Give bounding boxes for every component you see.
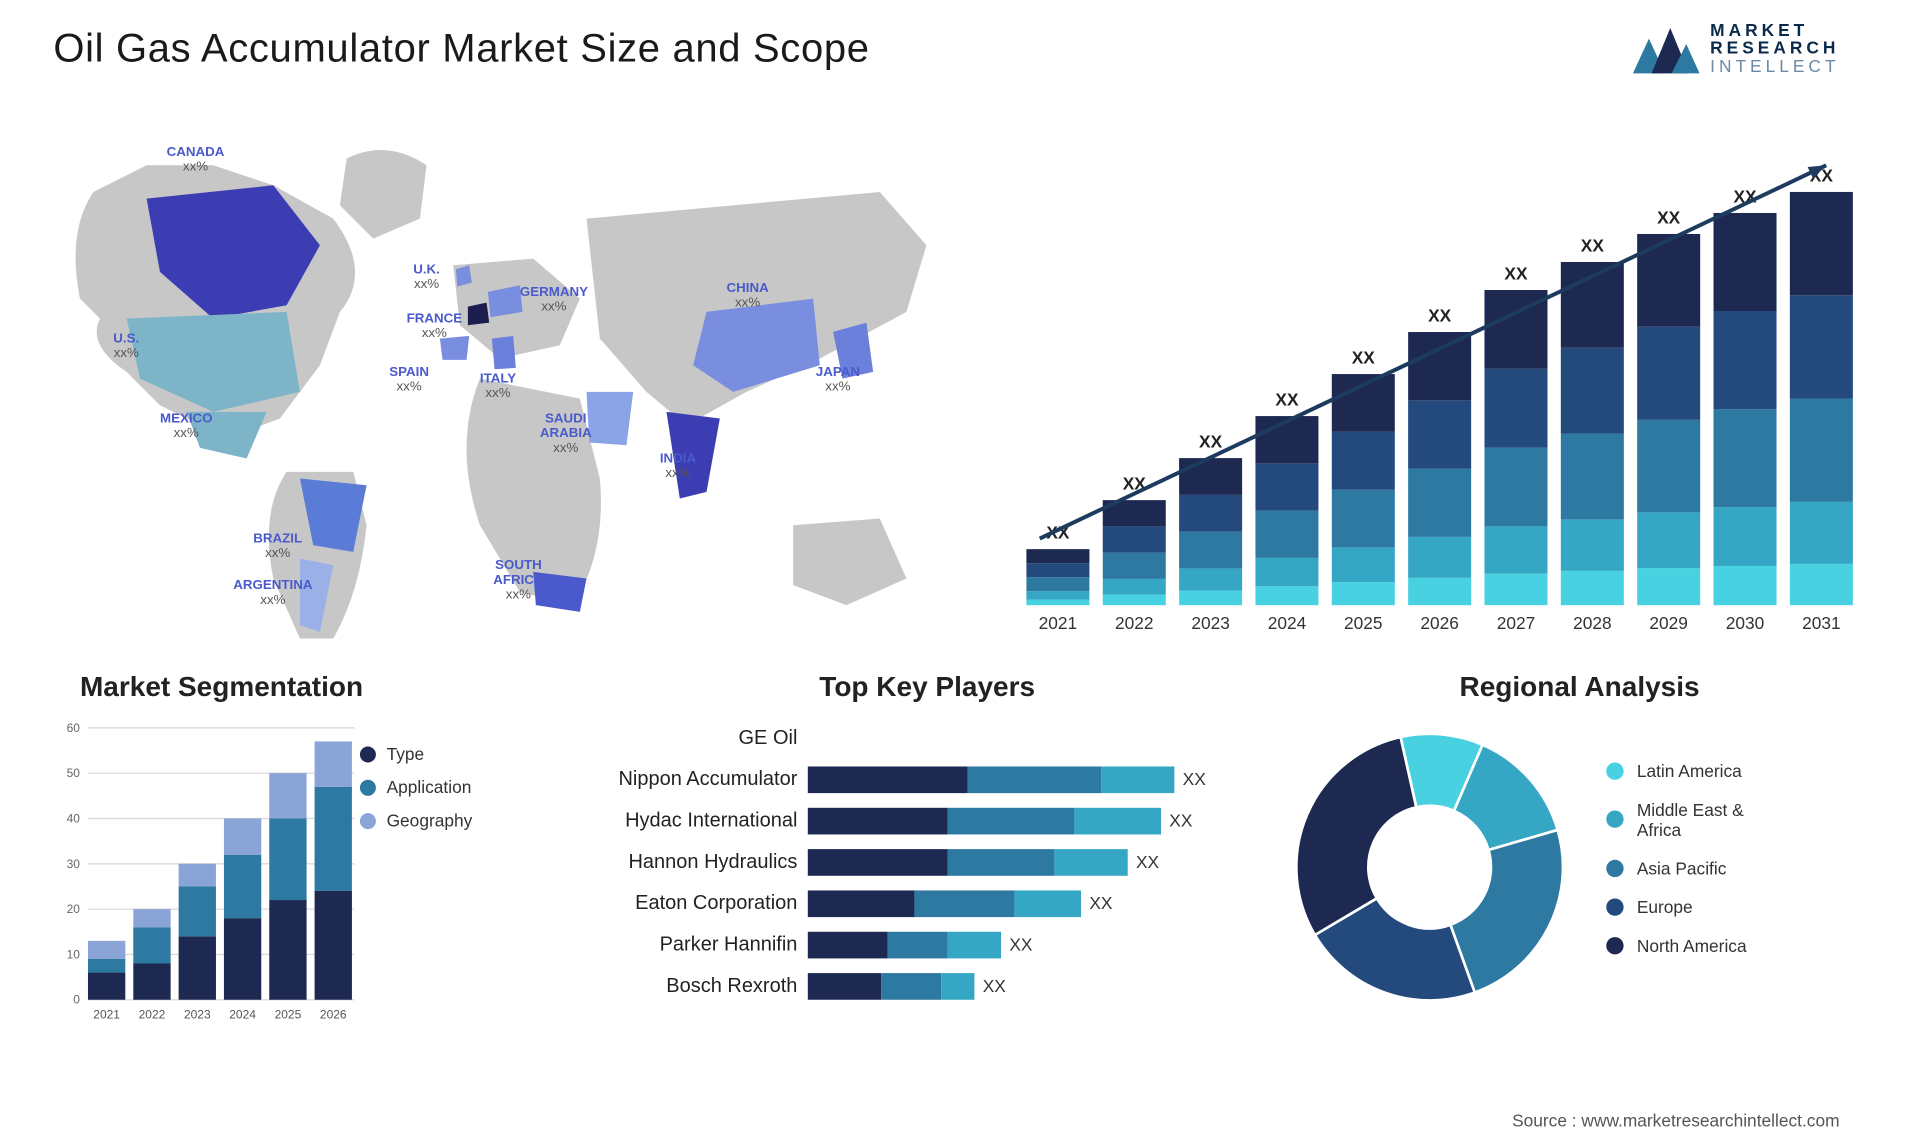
key-player-row: Bosch Rexroth XX xyxy=(601,965,1252,1006)
region-legend-item: Asia Pacific xyxy=(1606,858,1746,878)
svg-text:2029: 2029 xyxy=(1649,613,1688,633)
svg-text:2022: 2022 xyxy=(139,1007,166,1021)
svg-text:30: 30 xyxy=(67,857,81,871)
svg-text:2022: 2022 xyxy=(1115,613,1154,633)
market-size-chart: XX 2021 XX 2022 XX 2023 XX 2024 XX 2025 XX 2026 XX 20… xyxy=(1013,139,1866,646)
segmentation-panel: Market Segmentation 0 10 20 30 40 50 60 2021 202… xyxy=(53,672,561,1024)
svg-text:XX: XX xyxy=(1352,347,1376,367)
svg-text:0: 0 xyxy=(73,993,80,1007)
svg-text:2023: 2023 xyxy=(184,1007,211,1021)
key-player-row: Nippon Accumulator XX xyxy=(601,758,1252,799)
map-label: BRAZILxx% xyxy=(253,532,302,561)
logo-text-2: RESEARCH xyxy=(1710,39,1839,57)
svg-text:XX: XX xyxy=(1199,431,1223,451)
map-label: FRANCExx% xyxy=(407,312,463,341)
logo-mark-icon xyxy=(1630,20,1699,76)
svg-text:10: 10 xyxy=(67,947,81,961)
key-player-row: Hydac International XX xyxy=(601,800,1252,841)
key-player-value: XX xyxy=(1183,769,1206,789)
map-label: U.K.xx% xyxy=(413,263,440,292)
key-player-name: Parker Hannifin xyxy=(601,933,808,956)
svg-text:2030: 2030 xyxy=(1726,613,1765,633)
region-legend-item: Europe xyxy=(1606,896,1746,916)
map-label: MEXICOxx% xyxy=(160,412,213,441)
svg-text:2031: 2031 xyxy=(1802,613,1841,633)
key-player-row: Parker Hannifin XX xyxy=(601,924,1252,965)
svg-text:XX: XX xyxy=(1657,207,1681,227)
key-player-value: XX xyxy=(1089,893,1112,913)
svg-text:2023: 2023 xyxy=(1191,613,1230,633)
key-player-name: Eaton Corporation xyxy=(601,892,808,915)
svg-text:2026: 2026 xyxy=(320,1007,347,1021)
source-label: Source : www.marketresearchintellect.com xyxy=(1512,1110,1839,1130)
logo-text-1: MARKET xyxy=(1710,21,1839,39)
svg-text:2024: 2024 xyxy=(1268,613,1307,633)
key-player-value: XX xyxy=(1169,810,1192,830)
svg-text:2025: 2025 xyxy=(1344,613,1383,633)
segmentation-heading: Market Segmentation xyxy=(80,672,561,704)
key-player-name: GE Oil xyxy=(601,726,808,749)
region-legend-item: Latin America xyxy=(1606,760,1746,780)
segmentation-legend-item: Application xyxy=(360,777,472,797)
map-label: U.S.xx% xyxy=(113,332,139,361)
regional-heading: Regional Analysis xyxy=(1293,672,1866,704)
svg-text:2028: 2028 xyxy=(1573,613,1612,633)
svg-text:2021: 2021 xyxy=(93,1007,120,1021)
svg-text:XX: XX xyxy=(1504,263,1528,283)
svg-text:XX: XX xyxy=(1428,305,1452,325)
key-player-name: Hannon Hydraulics xyxy=(601,850,808,873)
svg-text:40: 40 xyxy=(67,811,81,825)
key-players-heading: Top Key Players xyxy=(601,672,1252,704)
svg-text:2021: 2021 xyxy=(1039,613,1078,633)
brand-logo: MARKET RESEARCH INTELLECT xyxy=(1630,20,1839,76)
map-label: CANADAxx% xyxy=(167,145,225,174)
map-label: ITALYxx% xyxy=(480,372,516,401)
key-player-name: Bosch Rexroth xyxy=(601,974,808,997)
svg-text:2026: 2026 xyxy=(1420,613,1459,633)
map-label: JAPANxx% xyxy=(816,365,860,394)
svg-text:50: 50 xyxy=(67,766,81,780)
svg-text:2027: 2027 xyxy=(1497,613,1536,633)
map-label: SAUDIARABIAxx% xyxy=(540,412,592,456)
region-legend-item: Middle East &Africa xyxy=(1606,799,1746,839)
key-player-row: Eaton Corporation XX xyxy=(601,882,1252,923)
segmentation-legend-item: Type xyxy=(360,744,472,764)
svg-text:2025: 2025 xyxy=(275,1007,302,1021)
segmentation-legend-item: Geography xyxy=(360,810,472,830)
key-player-value: XX xyxy=(1136,852,1159,872)
region-legend-item: North America xyxy=(1606,935,1746,955)
svg-text:60: 60 xyxy=(67,721,81,735)
map-label: ARGENTINAxx% xyxy=(233,579,312,608)
map-label: SOUTHAFRICAxx% xyxy=(493,559,543,603)
map-label: CHINAxx% xyxy=(726,281,768,310)
key-player-value: XX xyxy=(983,976,1006,996)
logo-text-3: INTELLECT xyxy=(1710,57,1839,75)
map-label: INDIAxx% xyxy=(660,452,696,481)
svg-text:XX: XX xyxy=(1275,389,1299,409)
regional-analysis-panel: Regional Analysis Latin America Middle Ea… xyxy=(1293,672,1866,1024)
key-player-value: XX xyxy=(1009,934,1032,954)
key-players-panel: Top Key Players GE Oil Nippon Accumulator… xyxy=(601,672,1252,1024)
map-label: SPAINxx% xyxy=(389,365,429,394)
svg-text:20: 20 xyxy=(67,902,81,916)
key-player-name: Hydac International xyxy=(601,809,808,832)
svg-text:XX: XX xyxy=(1581,235,1605,255)
key-player-name: Nippon Accumulator xyxy=(601,768,808,791)
world-map-panel: CANADAxx% U.S.xx% MEXICOxx% BRAZILxx% ARGENT… xyxy=(53,112,959,645)
svg-text:2024: 2024 xyxy=(229,1007,256,1021)
key-player-row: Hannon Hydraulics XX xyxy=(601,841,1252,882)
page-title: Oil Gas Accumulator Market Size and Scop… xyxy=(53,27,1866,72)
map-label: GERMANYxx% xyxy=(520,285,588,314)
